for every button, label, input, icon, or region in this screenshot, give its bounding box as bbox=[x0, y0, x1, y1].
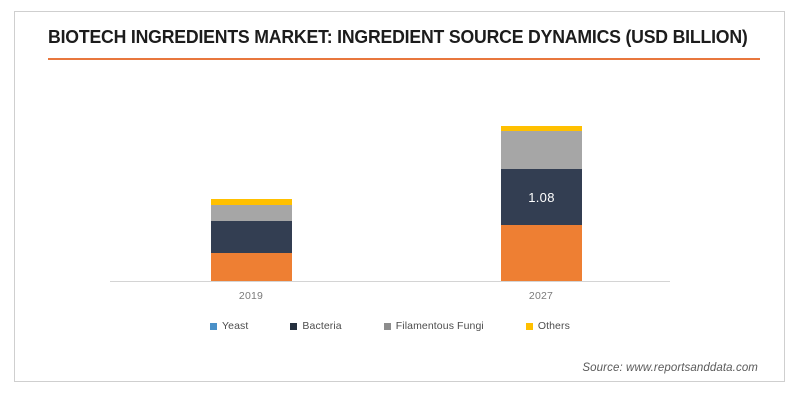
legend-item-others[interactable]: Others bbox=[525, 320, 570, 332]
legend-item-label: Others bbox=[537, 320, 570, 332]
legend-item-yeast[interactable]: Yeast bbox=[210, 320, 248, 332]
legend-item-label: Yeast bbox=[222, 320, 249, 332]
chart-card-border bbox=[14, 11, 785, 382]
bar-segment-filamentous-fungi-2019[interactable] bbox=[211, 205, 292, 221]
legend-item-bacteria[interactable]: Bacteria bbox=[290, 320, 342, 332]
bar-segment-yeast-2019[interactable] bbox=[211, 253, 292, 281]
bar-segment-others-2027[interactable] bbox=[501, 126, 582, 131]
legend-item-filamentous-fungi[interactable]: Filamentous Fungi bbox=[383, 320, 484, 332]
bar-segment-bacteria-2019[interactable] bbox=[211, 221, 292, 253]
legend-swatch-icon bbox=[525, 322, 533, 330]
legend-item-label: Filamentous Fungi bbox=[395, 320, 484, 332]
source-note: Source: www.reportsanddata.com bbox=[582, 362, 758, 374]
title-accent-rule bbox=[48, 58, 760, 60]
chart-title-container: BIOTECH INGREDIENTS MARKET: INGREDIENT S… bbox=[48, 26, 760, 48]
legend-item-label: Bacteria bbox=[302, 320, 342, 332]
x-axis-tick-2019: 2019 bbox=[238, 290, 264, 302]
legend-swatch-icon bbox=[210, 322, 218, 330]
x-axis-baseline bbox=[110, 281, 670, 282]
bar-segment-filamentous-fungi-2027[interactable] bbox=[501, 131, 582, 169]
legend-swatch-icon bbox=[383, 322, 391, 330]
bar-segment-bacteria-2027[interactable]: 1.08 bbox=[501, 169, 582, 225]
chart-legend: Yeast Bacteria Filamentous Fungi Others bbox=[110, 320, 670, 332]
legend-swatch-icon bbox=[290, 322, 298, 330]
bar-segment-yeast-2027[interactable] bbox=[501, 225, 582, 281]
bar-value-label-bacteria-2027: 1.08 bbox=[528, 189, 555, 205]
bar-segment-others-2019[interactable] bbox=[211, 199, 292, 205]
page-title: BIOTECH INGREDIENTS MARKET: INGREDIENT S… bbox=[48, 26, 748, 47]
x-axis-tick-2027: 2027 bbox=[528, 290, 554, 302]
